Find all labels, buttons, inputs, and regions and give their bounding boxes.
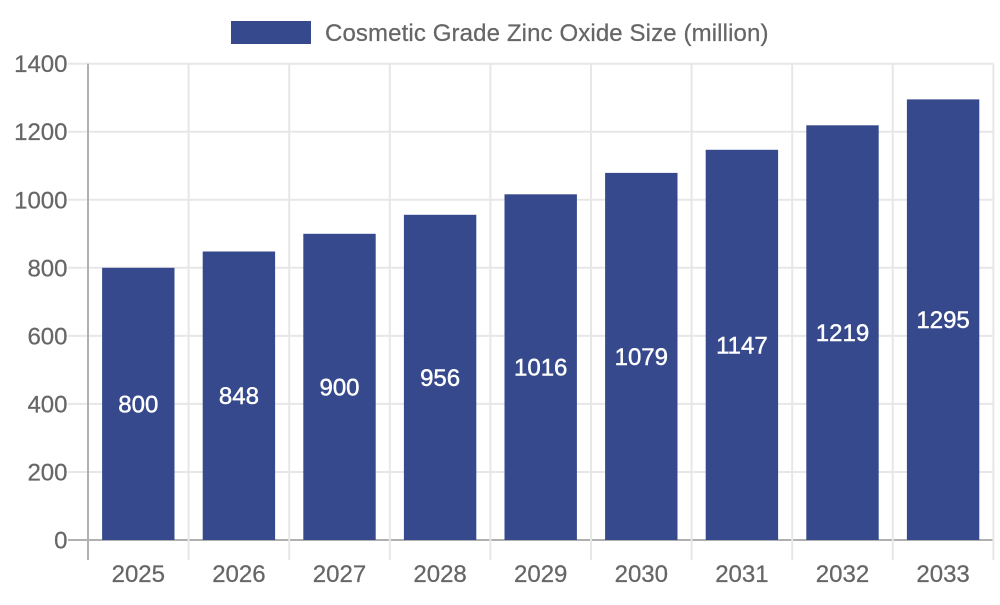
svg-text:800: 800: [118, 391, 158, 418]
svg-text:0: 0: [54, 528, 67, 555]
svg-text:848: 848: [219, 383, 259, 410]
svg-text:400: 400: [27, 391, 67, 418]
svg-text:900: 900: [319, 374, 359, 401]
svg-text:956: 956: [420, 365, 460, 392]
svg-text:2031: 2031: [715, 561, 768, 588]
svg-text:2027: 2027: [313, 561, 366, 588]
svg-text:200: 200: [27, 460, 67, 487]
svg-text:1200: 1200: [14, 119, 67, 146]
svg-text:1016: 1016: [514, 355, 567, 382]
svg-text:Cosmetic Grade Zinc Oxide Size: Cosmetic Grade Zinc Oxide Size (million): [325, 20, 769, 47]
svg-text:2033: 2033: [916, 561, 969, 588]
svg-text:2032: 2032: [816, 561, 869, 588]
svg-text:1000: 1000: [14, 187, 67, 214]
svg-text:1219: 1219: [816, 320, 869, 347]
svg-text:2026: 2026: [212, 561, 265, 588]
svg-text:2028: 2028: [413, 561, 466, 588]
svg-text:600: 600: [27, 323, 67, 350]
svg-text:1400: 1400: [14, 51, 67, 78]
svg-text:2030: 2030: [615, 561, 668, 588]
svg-text:2029: 2029: [514, 561, 567, 588]
svg-text:800: 800: [27, 255, 67, 282]
svg-text:1079: 1079: [615, 344, 668, 371]
svg-text:1147: 1147: [716, 332, 768, 359]
svg-text:2025: 2025: [112, 561, 165, 588]
svg-text:1295: 1295: [916, 307, 969, 334]
